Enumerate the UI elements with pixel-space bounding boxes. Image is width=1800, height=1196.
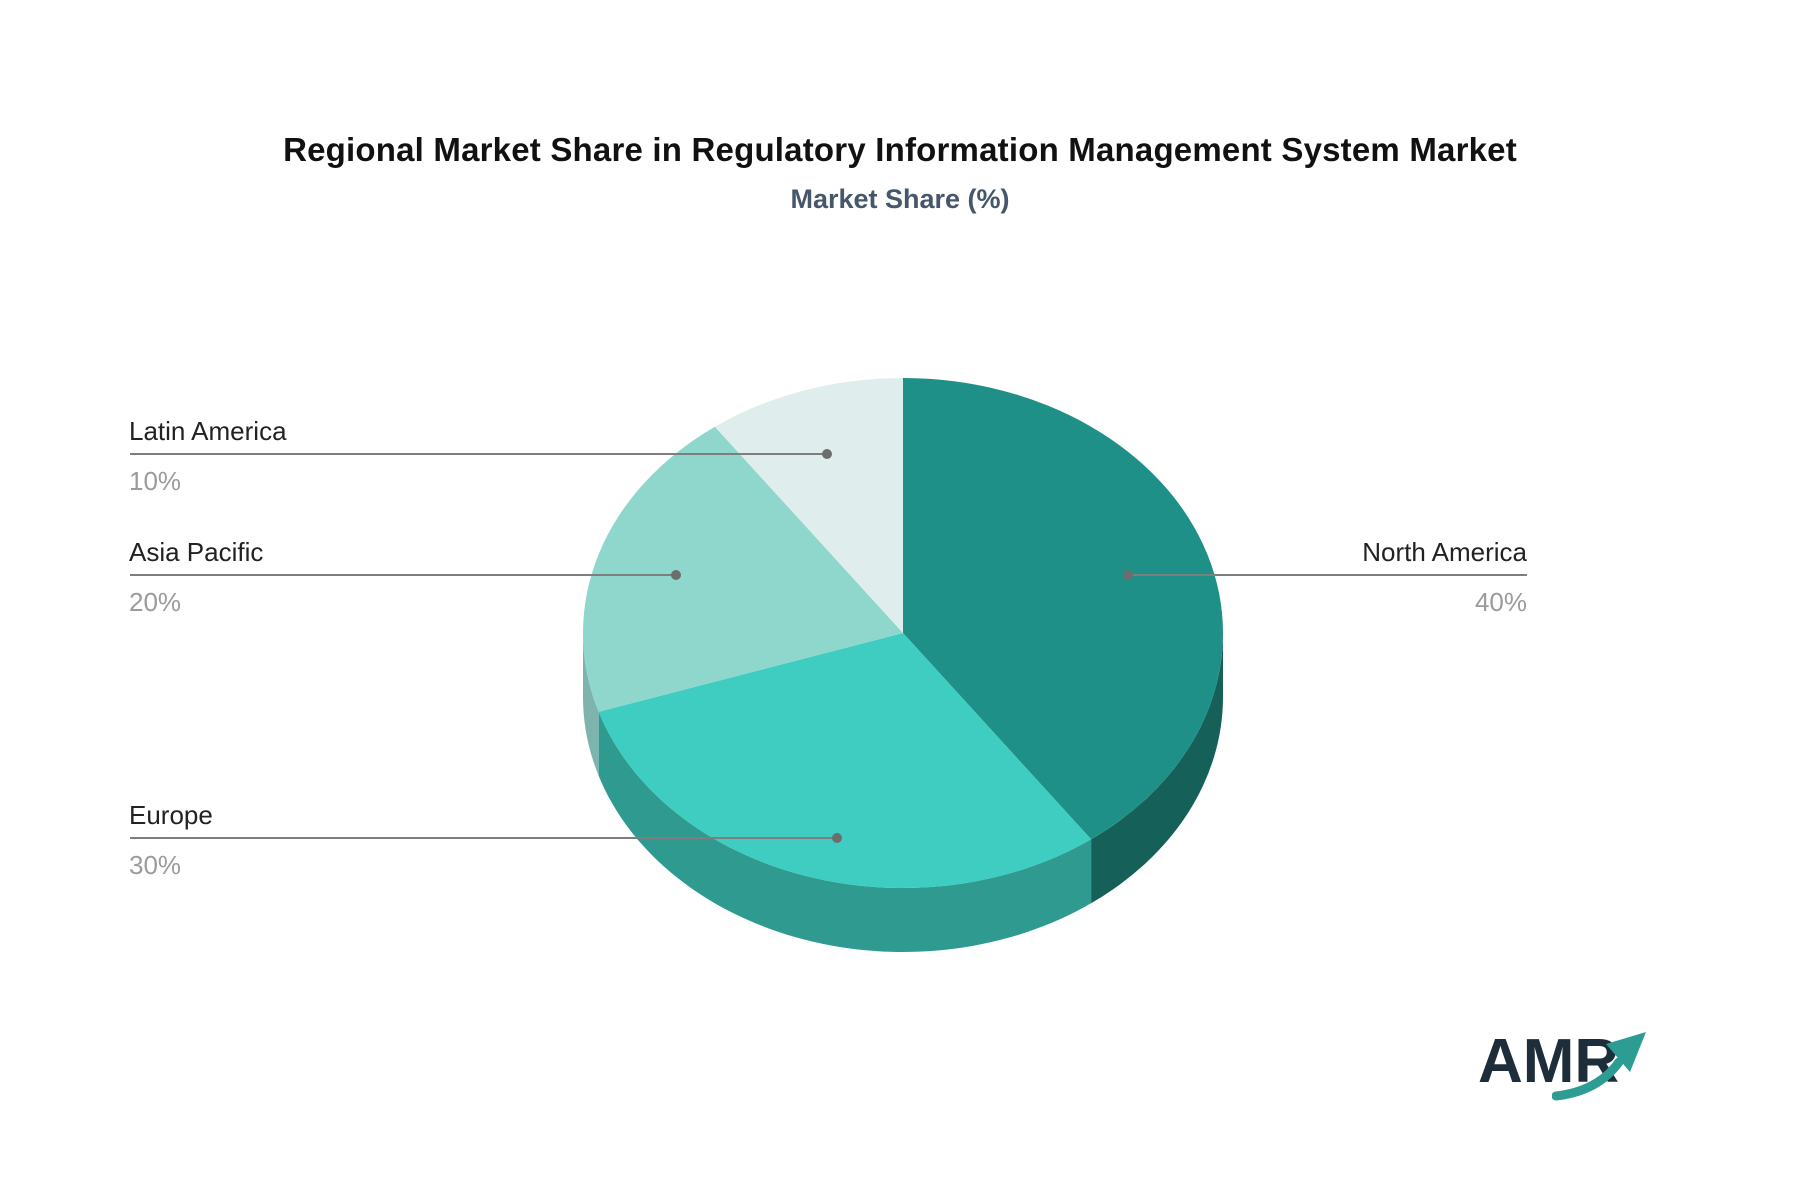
pie-slice-latin-america[interactable]: [714, 378, 903, 633]
pie-slice-europe[interactable]: [598, 633, 1092, 888]
slice-label-north-america: North America: [1362, 537, 1527, 567]
pie-slice-asia-pacific[interactable]: [583, 426, 903, 712]
slice-value-north-america: 40%: [1474, 587, 1527, 617]
slice-label-latin-america: Latin America: [129, 416, 287, 446]
pie-slice-north-america[interactable]: [903, 378, 1224, 840]
leader-dot-north-america: [1123, 570, 1133, 580]
brand-logo: AMR: [1478, 1026, 1708, 1116]
logo-arrow-icon: [1552, 1032, 1646, 1101]
leader-dot-europe: [832, 833, 842, 843]
slice-value-europe: 30%: [129, 850, 182, 880]
slice-value-asia-pacific: 20%: [129, 587, 182, 617]
leader-dot-latin-america: [822, 449, 832, 459]
chart-title: Regional Market Share in Regulatory Info…: [283, 131, 1517, 168]
pie-slice-side-asia-pacific: [583, 633, 599, 776]
slice-label-asia-pacific: Asia Pacific: [129, 537, 264, 567]
pie-slice-side-europe: [598, 711, 1092, 953]
leader-dot-asia-pacific: [671, 570, 681, 580]
chart-subtitle: Market Share (%): [790, 184, 1010, 214]
slice-label-europe: Europe: [129, 800, 213, 830]
slice-value-latin-america: 10%: [129, 466, 182, 496]
pie-slice-side-north-america: [1091, 633, 1223, 904]
